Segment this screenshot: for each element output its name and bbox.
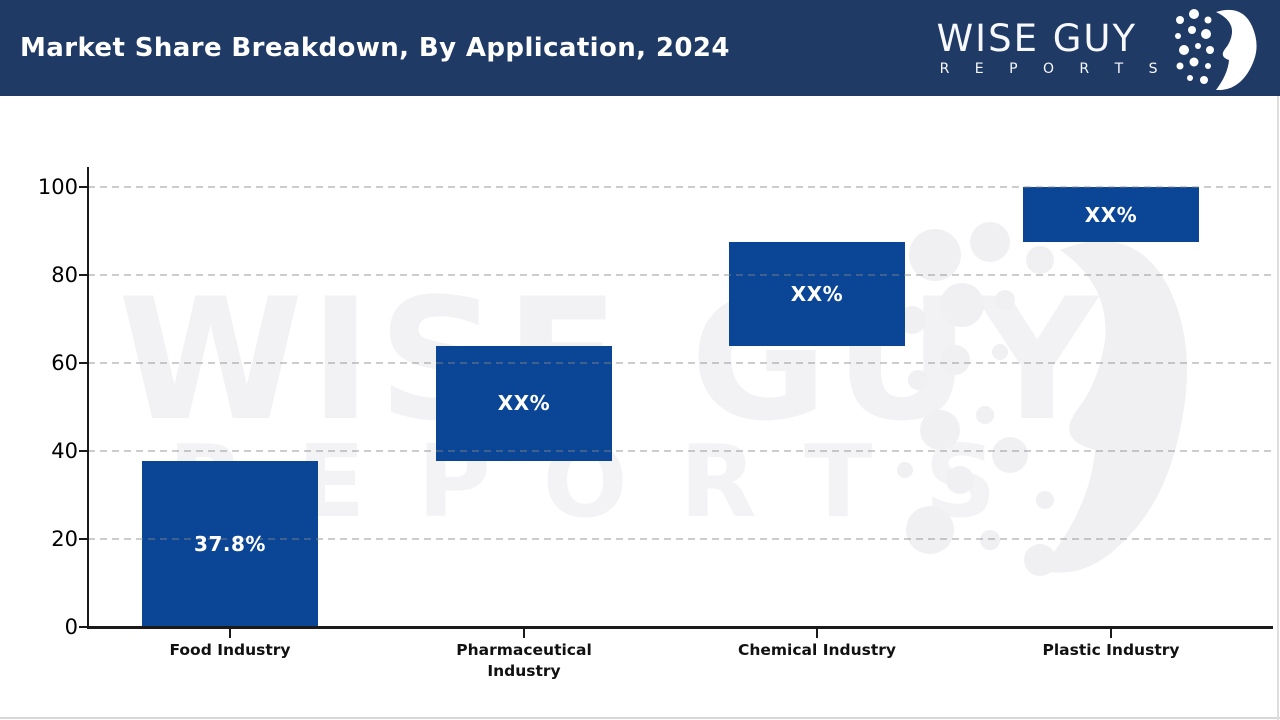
- brand-logo: WISE GUY R E P O R T S: [937, 6, 1280, 90]
- x-tick-mark: [523, 629, 525, 638]
- gridline: [88, 450, 1272, 452]
- bar-value-label: XX%: [497, 391, 551, 416]
- y-tick-mark: [79, 450, 87, 452]
- y-tick-mark: [79, 186, 87, 188]
- x-tick-mark: [1110, 629, 1112, 638]
- bar-segment: [729, 242, 905, 347]
- bar-value-label: 37.8%: [194, 531, 266, 556]
- chart-title: Market Share Breakdown, By Application, …: [20, 33, 730, 63]
- y-tick-label: 0: [64, 615, 78, 639]
- bar-segment: [142, 460, 318, 627]
- gridline: [88, 186, 1272, 188]
- gridline: [88, 538, 1272, 540]
- x-category-label: Plastic Industry: [1042, 641, 1180, 659]
- y-axis-line: [87, 167, 89, 628]
- brand-reports-text: R E P O R T S: [939, 61, 1168, 77]
- y-tick-mark: [79, 626, 87, 628]
- bar-value-label: XX%: [1084, 202, 1138, 227]
- bar-segment: [1023, 187, 1199, 243]
- y-tick-label: 60: [51, 351, 78, 375]
- y-tick-mark: [79, 538, 87, 540]
- x-axis-line: [87, 626, 1273, 629]
- figure-bottom-border: [0, 717, 1280, 719]
- x-category-label: Food Industry: [169, 641, 291, 659]
- y-tick-mark: [79, 274, 87, 276]
- x-category-label: Chemical Industry: [737, 641, 897, 659]
- y-tick-label: 80: [51, 263, 78, 287]
- y-tick-mark: [79, 362, 87, 364]
- x-category-label: Pharmaceutical Industry: [456, 641, 592, 680]
- x-tick-mark: [229, 629, 231, 638]
- brand-wordmark: WISE GUY R E P O R T S: [937, 20, 1168, 76]
- gridline: [88, 362, 1272, 364]
- bar-segment: [436, 346, 612, 461]
- brand-face-icon: [1175, 9, 1257, 90]
- y-tick-label: 40: [51, 439, 78, 463]
- brand-name-text: WISE GUY: [936, 17, 1138, 60]
- gridline: [88, 274, 1272, 276]
- x-tick-mark: [816, 629, 818, 638]
- y-tick-label: 20: [51, 527, 78, 551]
- figure-right-border: [1277, 96, 1279, 720]
- header: Market Share Breakdown, By Application, …: [0, 0, 1280, 96]
- bar-value-label: XX%: [790, 282, 844, 307]
- y-tick-label: 100: [37, 175, 78, 199]
